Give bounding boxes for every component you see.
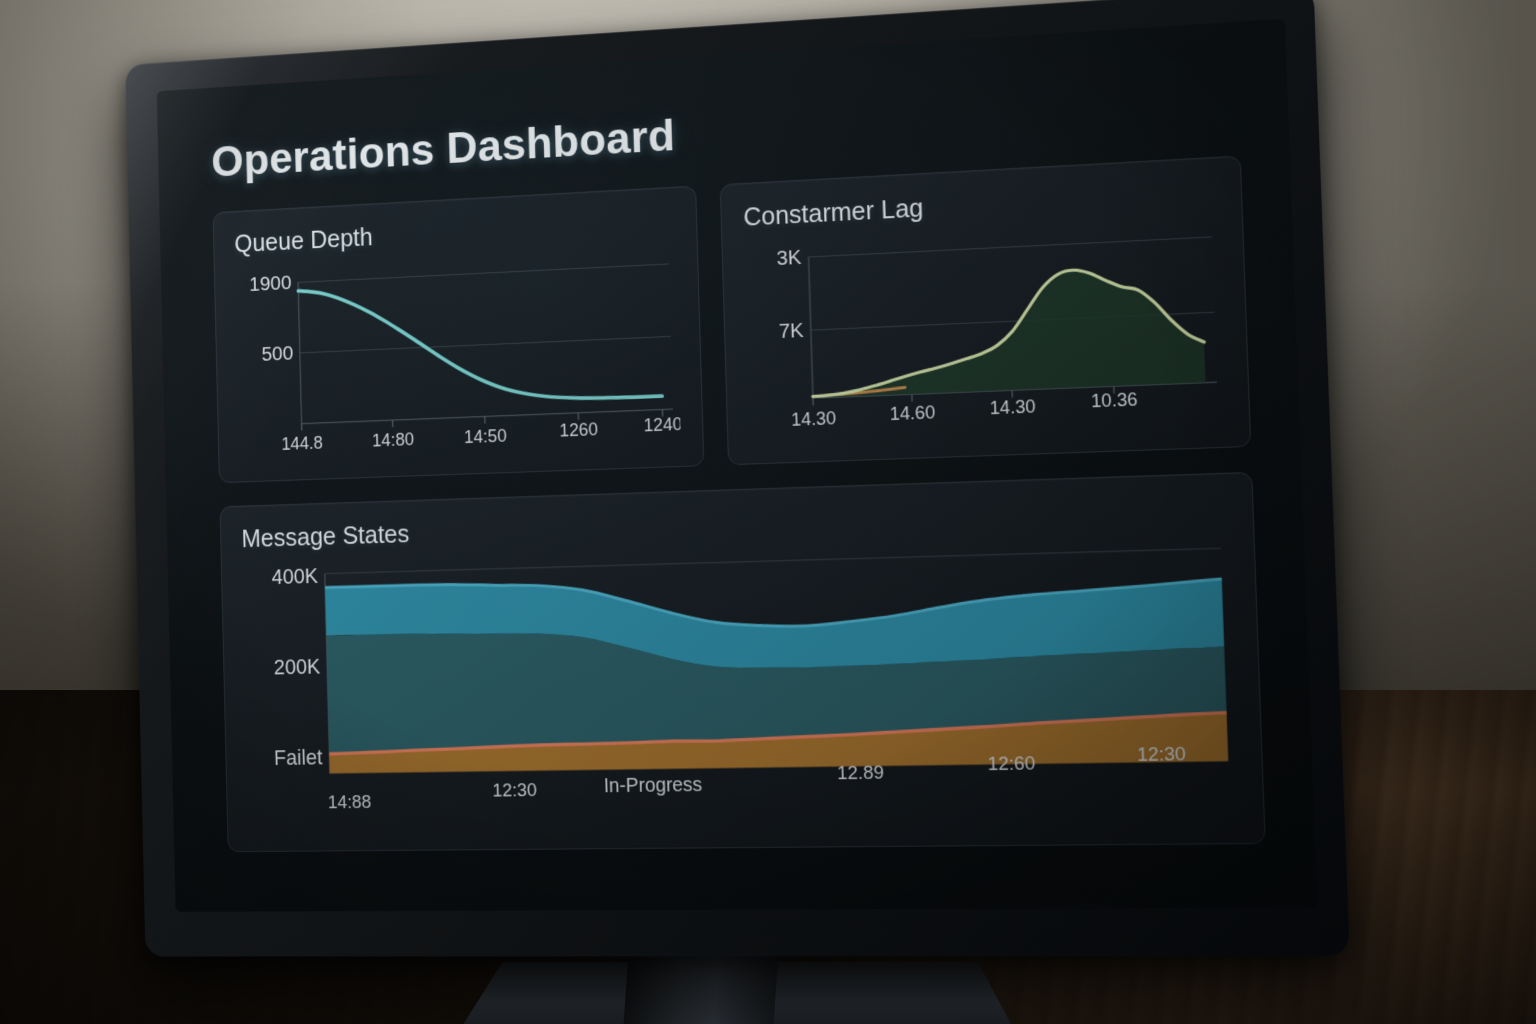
ms-area-failet xyxy=(328,712,1229,774)
ms-xtick-2: 12.89 xyxy=(837,762,884,784)
consumer-lag-svg: 3K 7K 14.30 14.60 14.30 10.36 xyxy=(776,216,1226,430)
consumer-lag-area-fill xyxy=(809,263,1206,399)
ms-annotation-in-progress: In-Progress xyxy=(603,773,702,796)
card-queue-depth[interactable]: Queue Depth xyxy=(212,185,705,483)
qd-xtick-4: 1240 xyxy=(643,414,681,436)
cl-xtick-2: 14.30 xyxy=(989,395,1036,418)
cl-xtick-1: 14.60 xyxy=(890,402,936,425)
ms-ytick-1: 200K xyxy=(274,655,321,679)
ms-ytick-0: 400K xyxy=(272,564,319,588)
cl-xtick-3: 10.36 xyxy=(1091,388,1138,411)
chart-message-states[interactable]: 400K 200K Failet 14:88 12:30 12.89 12:60… xyxy=(242,532,1240,830)
message-states-svg: 400K 200K Failet 14:88 12:30 12.89 12:60… xyxy=(272,532,1240,812)
monitor-bezel: Operations Dashboard Queue Depth xyxy=(125,0,1350,957)
ms-xtick-4: 12:30 xyxy=(1137,742,1187,764)
qd-xtick-3: 1260 xyxy=(559,419,598,441)
chart-queue-depth[interactable]: 1900 500 144.8 14:80 14:50 1260 1240 xyxy=(235,244,681,465)
queue-depth-gridlines xyxy=(298,264,671,353)
ms-xtick-0: 14:88 xyxy=(328,791,372,812)
queue-depth-svg: 1900 500 144.8 14:80 14:50 1260 1240 xyxy=(249,244,681,455)
card-message-states[interactable]: Message States xyxy=(219,471,1266,853)
ms-ytick-2: Failet xyxy=(274,746,323,770)
qd-ytick-1: 500 xyxy=(261,342,293,365)
dashboard-screen: Operations Dashboard Queue Depth xyxy=(156,18,1318,912)
ms-xtick-1: 12:30 xyxy=(492,780,537,801)
ms-xtick-3: 12:60 xyxy=(987,752,1035,774)
card-consumer-lag[interactable]: Constarmer Lag xyxy=(719,155,1252,465)
cl-ytick-0: 3K xyxy=(776,246,802,270)
qd-xtick-2: 14:50 xyxy=(464,426,507,448)
cl-xtick-0: 14.30 xyxy=(791,408,836,430)
chart-consumer-lag[interactable]: 3K 7K 14.30 14.60 14.30 10.36 xyxy=(744,216,1226,447)
top-card-row: Queue Depth xyxy=(212,155,1252,483)
qd-xtick-1: 14:80 xyxy=(372,429,415,451)
qd-ytick-0: 1900 xyxy=(249,272,292,296)
queue-depth-line xyxy=(298,273,662,410)
cl-ytick-1: 7K xyxy=(778,319,804,343)
qd-xtick-0: 144.8 xyxy=(281,433,323,455)
consumer-lag-y-axis xyxy=(809,257,813,398)
queue-depth-x-axis xyxy=(302,409,673,424)
